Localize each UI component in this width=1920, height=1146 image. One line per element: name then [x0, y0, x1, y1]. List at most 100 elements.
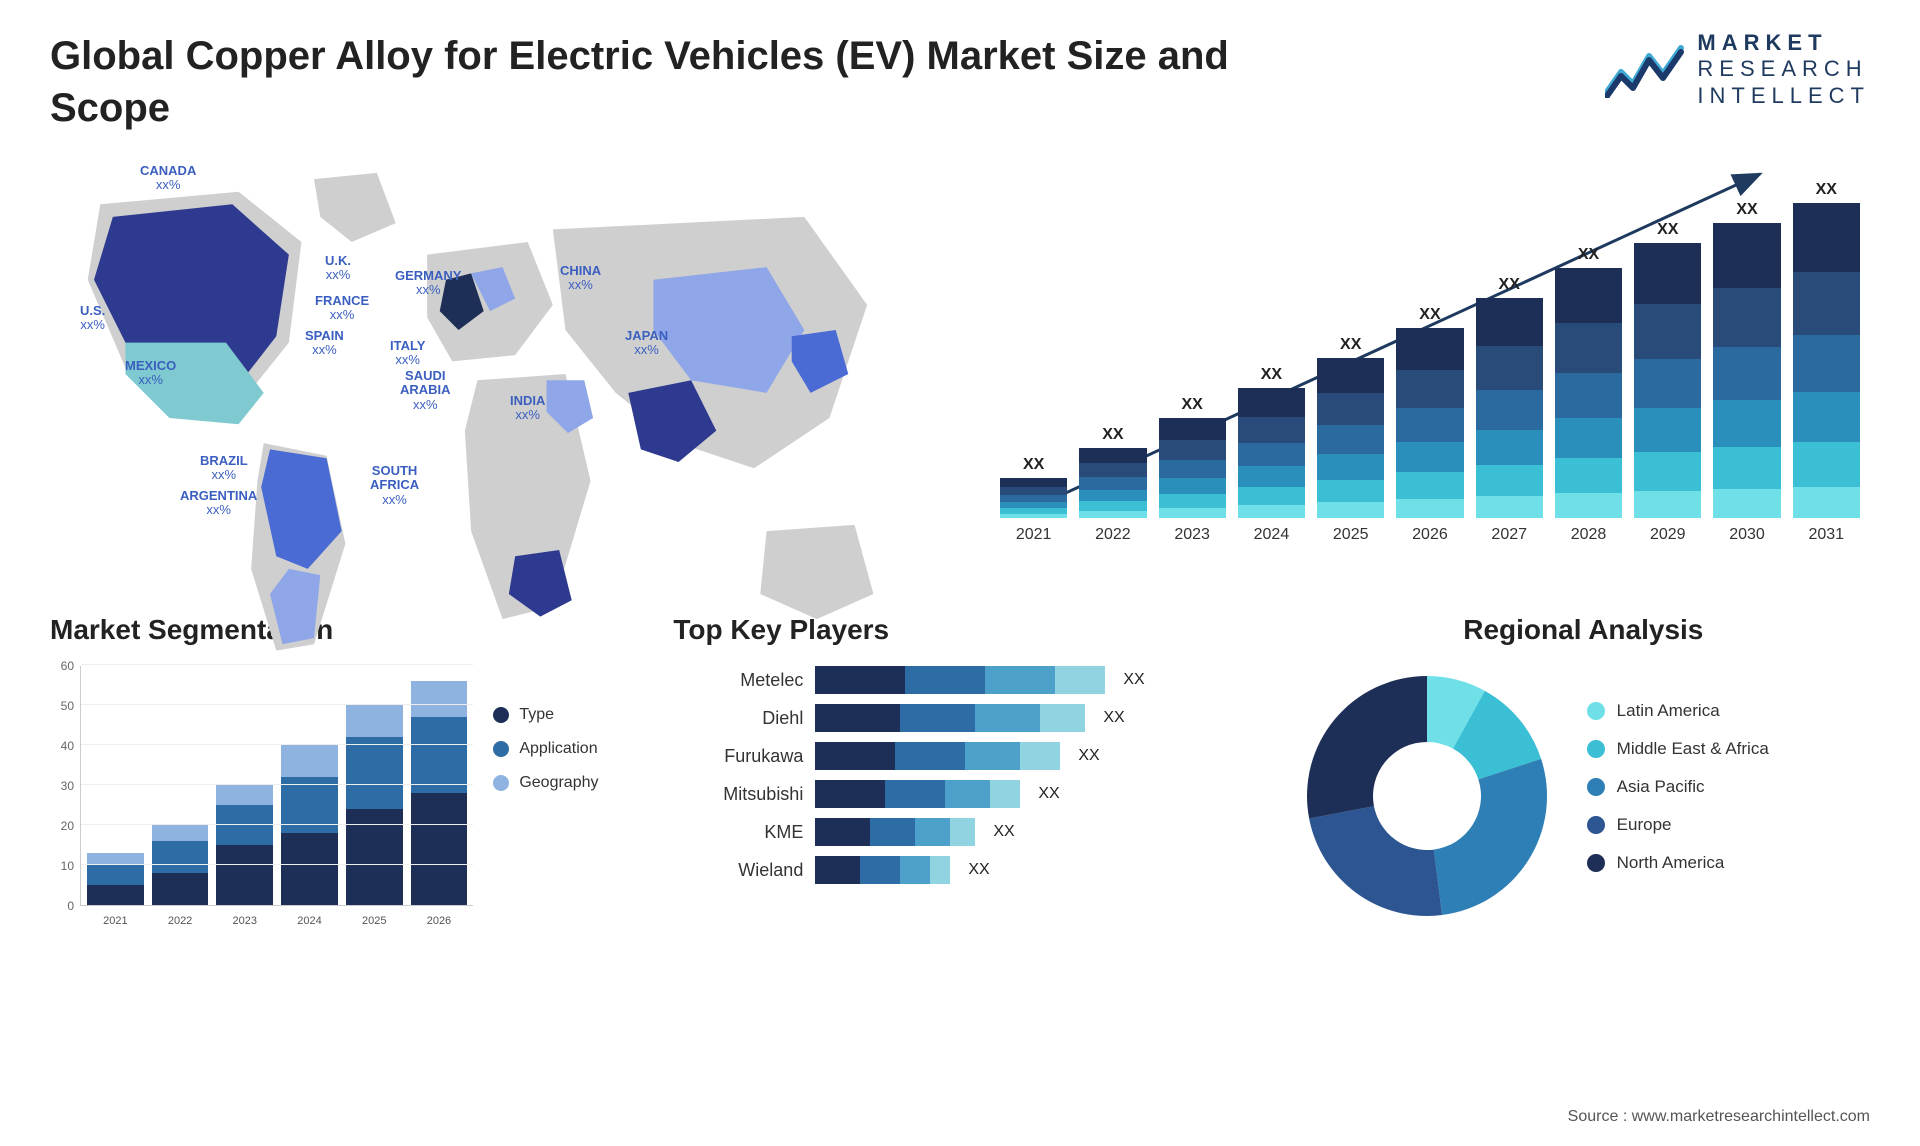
key-player-value: XX — [993, 823, 1014, 841]
key-player-value: XX — [1103, 709, 1124, 727]
forecast-value-label: XX — [1023, 456, 1044, 474]
key-player-value: XX — [1038, 785, 1059, 803]
donut-chart — [1297, 666, 1557, 926]
forecast-bar: XX 2030 — [1713, 201, 1780, 544]
map-label: ARGENTINAxx% — [180, 489, 257, 518]
legend-item: Geography — [493, 774, 623, 792]
segmentation-bar — [216, 785, 273, 905]
x-tick-label: 2024 — [281, 915, 338, 927]
y-tick-label: 60 — [61, 659, 74, 673]
forecast-bar: XX 2021 — [1000, 456, 1067, 544]
segmentation-bar — [411, 681, 468, 905]
world-map-icon — [50, 154, 930, 682]
regional-legend: Latin AmericaMiddle East & AfricaAsia Pa… — [1587, 701, 1870, 891]
y-tick-label: 40 — [61, 739, 74, 753]
y-tick-label: 20 — [61, 819, 74, 833]
donut-slice — [1433, 759, 1546, 915]
forecast-bar: XX 2029 — [1634, 221, 1701, 544]
key-players-chart: MetelecXXDiehlXXFurukawaXXMitsubishiXXKM… — [673, 666, 1246, 884]
forecast-value-label: XX — [1419, 306, 1440, 324]
map-label: MEXICOxx% — [125, 359, 176, 388]
key-player-name: Furukawa — [673, 746, 803, 767]
map-label: SAUDIARABIAxx% — [400, 369, 451, 412]
map-label: JAPANxx% — [625, 329, 668, 358]
forecast-bar: XX2024 — [1238, 366, 1305, 544]
key-player-bar — [815, 704, 1085, 732]
segmentation-bar — [152, 825, 209, 905]
x-tick-label: 2022 — [152, 915, 209, 927]
legend-item: Middle East & Africa — [1587, 739, 1870, 759]
key-player-name: KME — [673, 822, 803, 843]
segmentation-bar — [87, 853, 144, 905]
logo-icon — [1605, 42, 1685, 98]
x-tick-label: 2025 — [346, 915, 403, 927]
segmentation-bar — [346, 705, 403, 905]
legend-item: North America — [1587, 853, 1870, 873]
forecast-bar: XX 2031 — [1793, 181, 1860, 544]
segmentation-bar — [281, 745, 338, 905]
forecast-year-label: 2030 — [1729, 526, 1765, 544]
key-player-name: Mitsubishi — [673, 784, 803, 805]
forecast-value-label: XX — [1499, 276, 1520, 294]
x-tick-label: 2021 — [87, 915, 144, 927]
forecast-value-label: XX — [1181, 396, 1202, 414]
key-player-name: Diehl — [673, 708, 803, 729]
forecast-year-label: 2026 — [1412, 526, 1448, 544]
key-player-value: XX — [1123, 671, 1144, 689]
key-player-row: WielandXX — [673, 856, 1246, 884]
forecast-year-label: 2027 — [1491, 526, 1527, 544]
forecast-year-label: 2029 — [1650, 526, 1686, 544]
map-label: CHINAxx% — [560, 264, 601, 293]
forecast-year-label: 2028 — [1571, 526, 1607, 544]
donut-slice — [1307, 676, 1427, 818]
world-map-section: CANADAxx% U.S.xx% MEXICOxx% BRAZILxx% ARGENT… — [50, 154, 930, 574]
y-tick-label: 0 — [67, 899, 74, 913]
regional-chart: Latin AmericaMiddle East & AfricaAsia Pa… — [1297, 666, 1870, 926]
forecast-value-label: XX — [1657, 221, 1678, 239]
map-label: CANADAxx% — [140, 164, 196, 193]
forecast-value-label: XX — [1816, 181, 1837, 199]
map-label: BRAZILxx% — [200, 454, 248, 483]
map-label: U.S.xx% — [80, 304, 105, 333]
key-player-row: KME XX — [673, 818, 1246, 846]
brand-logo: MARKET RESEARCH INTELLECT — [1605, 30, 1870, 109]
donut-slice — [1309, 806, 1442, 916]
forecast-bar: XX 2025 — [1317, 336, 1384, 544]
forecast-value-label: XX — [1736, 201, 1757, 219]
y-tick-label: 10 — [61, 859, 74, 873]
map-label: INDIAxx% — [510, 394, 545, 423]
map-label: SOUTHAFRICAxx% — [370, 464, 419, 507]
forecast-bar: XX 2027 — [1476, 276, 1543, 544]
key-player-bar — [815, 742, 1060, 770]
forecast-value-label: XX — [1261, 366, 1282, 384]
forecast-bar: XX 2026 — [1396, 306, 1463, 544]
forecast-year-label: 2025 — [1333, 526, 1369, 544]
bottom-row: Market Segmentation 0102030405060 202120… — [50, 614, 1870, 946]
forecast-bar: XX 2022 — [1079, 426, 1146, 544]
forecast-value-label: XX — [1340, 336, 1361, 354]
forecast-value-label: XX — [1578, 246, 1599, 264]
y-tick-label: 50 — [61, 699, 74, 713]
page-title: Global Copper Alloy for Electric Vehicle… — [50, 30, 1250, 134]
segmentation-chart: 0102030405060 202120222023202420252026 T… — [50, 666, 623, 946]
legend-item: Application — [493, 740, 623, 758]
forecast-value-label: XX — [1102, 426, 1123, 444]
forecast-year-label: 2021 — [1016, 526, 1052, 544]
logo-text: MARKET RESEARCH INTELLECT — [1697, 30, 1870, 109]
legend-item: Asia Pacific — [1587, 777, 1870, 797]
header: Global Copper Alloy for Electric Vehicle… — [50, 30, 1870, 134]
forecast-bar: XX 2028 — [1555, 246, 1622, 544]
key-player-bar — [815, 818, 975, 846]
map-label: GERMANYxx% — [395, 269, 461, 298]
map-label: FRANCExx% — [315, 294, 369, 323]
x-tick-label: 2023 — [216, 915, 273, 927]
x-tick-label: 2026 — [411, 915, 468, 927]
key-player-row: Diehl XX — [673, 704, 1246, 732]
forecast-year-label: 2022 — [1095, 526, 1131, 544]
forecast-year-label: 2031 — [1808, 526, 1844, 544]
regional-panel: Regional Analysis Latin AmericaMiddle Ea… — [1297, 614, 1870, 946]
key-player-value: XX — [968, 861, 989, 879]
key-player-bar — [815, 856, 950, 884]
legend-item: Europe — [1587, 815, 1870, 835]
key-player-row: FurukawaXX — [673, 742, 1246, 770]
